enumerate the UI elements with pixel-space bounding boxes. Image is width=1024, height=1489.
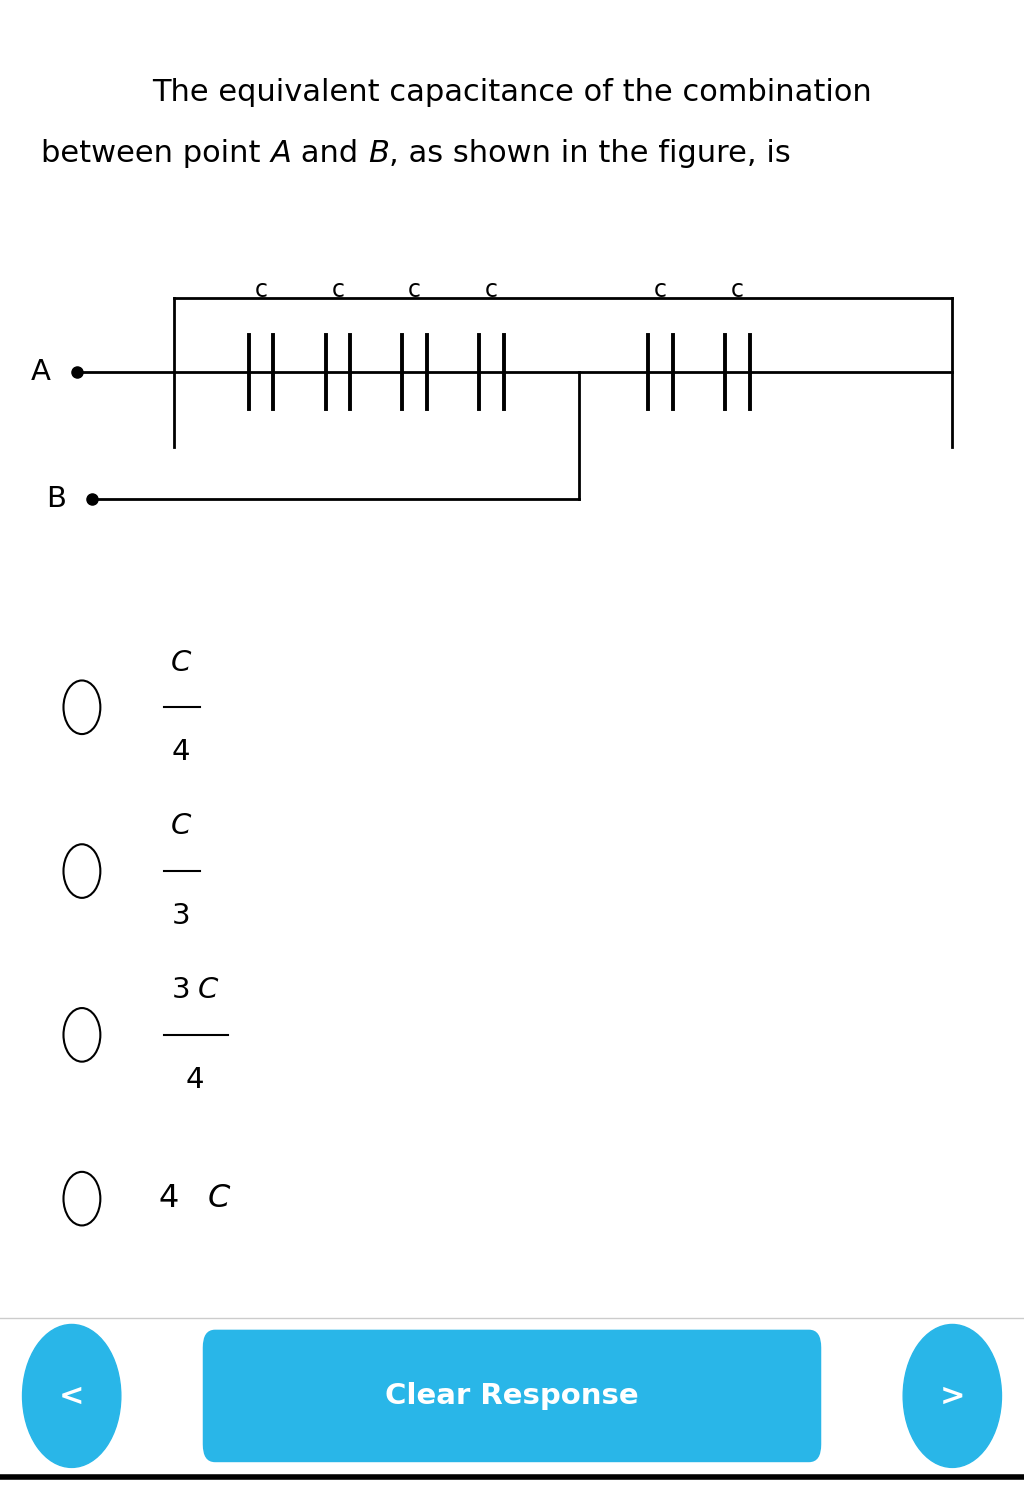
Text: A: A: [270, 138, 291, 168]
Text: 4: 4: [185, 1066, 204, 1093]
Text: c: c: [332, 278, 344, 302]
Text: >: >: [940, 1382, 965, 1410]
Text: c: c: [255, 278, 267, 302]
Text: A: A: [31, 359, 51, 386]
Text: C: C: [198, 977, 218, 1004]
Text: c: c: [654, 278, 667, 302]
Text: B: B: [368, 138, 389, 168]
Circle shape: [23, 1325, 121, 1468]
Text: c: c: [409, 278, 421, 302]
Text: 4: 4: [159, 1184, 179, 1214]
FancyBboxPatch shape: [203, 1330, 821, 1462]
Text: , as shown in the figure, is: , as shown in the figure, is: [389, 138, 791, 168]
Text: and: and: [291, 138, 368, 168]
Text: C: C: [171, 813, 191, 840]
Text: Clear Response: Clear Response: [385, 1382, 639, 1410]
Circle shape: [903, 1325, 1001, 1468]
Text: 3: 3: [172, 902, 190, 929]
Text: The equivalent capacitance of the combination: The equivalent capacitance of the combin…: [153, 77, 871, 107]
Text: between point: between point: [41, 138, 270, 168]
Text: 3: 3: [172, 977, 190, 1004]
Text: c: c: [731, 278, 743, 302]
Text: B: B: [46, 485, 67, 512]
Text: C: C: [208, 1184, 230, 1214]
Text: c: c: [485, 278, 498, 302]
Text: 4: 4: [172, 739, 190, 765]
Text: <: <: [59, 1382, 84, 1410]
Text: C: C: [171, 649, 191, 676]
